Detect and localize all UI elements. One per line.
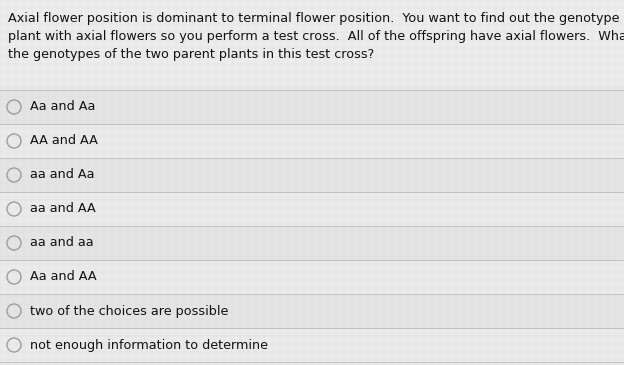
Text: Aa and Aa: Aa and Aa [30,100,95,114]
Text: Axial flower position is dominant to terminal flower position.  You want to find: Axial flower position is dominant to ter… [8,12,624,25]
Text: aa and Aa: aa and Aa [30,169,94,181]
Bar [0,124,624,158]
Text: two of the choices are possible: two of the choices are possible [30,304,228,318]
Text: not enough information to determine: not enough information to determine [30,338,268,351]
Bar [0,226,624,260]
Text: Aa and AA: Aa and AA [30,270,97,284]
Bar [0,158,624,192]
Text: AA and AA: AA and AA [30,134,98,147]
Text: aa and AA: aa and AA [30,203,95,215]
Text: aa and aa: aa and aa [30,237,94,250]
Bar [0,0,624,85]
Bar [0,294,624,328]
Bar [0,192,624,226]
Bar [0,328,624,362]
Bar [0,260,624,294]
Text: plant with axial flowers so you perform a test cross.  All of the offspring have: plant with axial flowers so you perform … [8,30,624,43]
Bar [0,90,624,124]
Text: the genotypes of the two parent plants in this test cross?: the genotypes of the two parent plants i… [8,48,374,61]
